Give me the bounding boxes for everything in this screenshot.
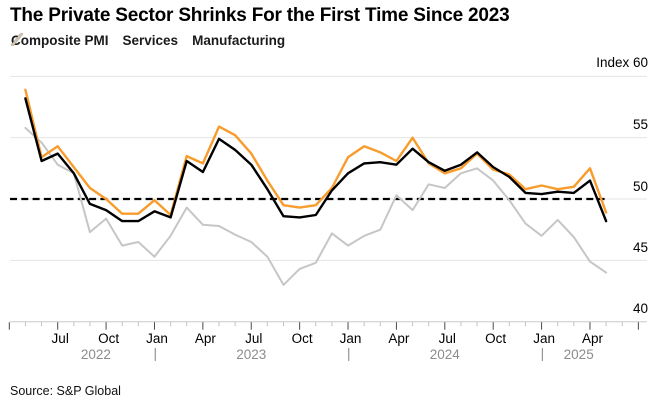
x-tick-label: Apr: [388, 331, 410, 346]
series-line-composite-pmi: [24, 97, 608, 223]
x-tick-label: Apr: [581, 331, 603, 346]
legend: Composite PMI Services Manufacturing: [11, 33, 285, 48]
x-tick-label: Jan: [146, 331, 168, 346]
x-tick-label: Apr: [194, 331, 216, 346]
year-divider: |: [153, 346, 157, 361]
year-divider: |: [347, 346, 351, 361]
y-tick-label-55: 55: [632, 117, 648, 133]
x-tick-label: Jan: [533, 331, 555, 346]
x-tick-label: Oct: [485, 331, 507, 346]
year-label-2022: 2022: [80, 347, 111, 362]
legend-label-composite: Composite PMI: [11, 33, 109, 48]
year-label-2025: 2025: [563, 347, 594, 362]
x-tick-label: Jul: [438, 331, 456, 346]
manufacturing-line-swatch-icon: [11, 33, 23, 46]
x-tick-label: Jul: [51, 331, 69, 346]
chart-title: The Private Sector Shrinks For the First…: [10, 5, 510, 26]
legend-item-manufacturing: Manufacturing: [11, 33, 286, 48]
year-divider: |: [540, 346, 545, 361]
series-line-manufacturing: [24, 126, 608, 286]
year-label-2023: 2023: [236, 347, 267, 362]
series-line-services: [24, 88, 608, 217]
y-tick-label-40: 40: [632, 301, 648, 317]
source-note: Source: S&P Global: [10, 384, 121, 398]
legend-label-services: Services: [122, 33, 179, 48]
year-label-2024: 2024: [429, 347, 460, 362]
x-tick-label: Jul: [245, 331, 263, 346]
x-tick-label: Oct: [291, 331, 313, 346]
y-axis-unit-label: Index 60: [596, 55, 648, 70]
y-tick-label-45: 45: [632, 239, 648, 255]
x-tick-label: Oct: [98, 331, 120, 346]
x-tick-label: Jan: [339, 331, 362, 346]
y-tick-label-50: 50: [632, 178, 648, 194]
legend-label-manufacturing: Manufacturing: [192, 33, 286, 48]
